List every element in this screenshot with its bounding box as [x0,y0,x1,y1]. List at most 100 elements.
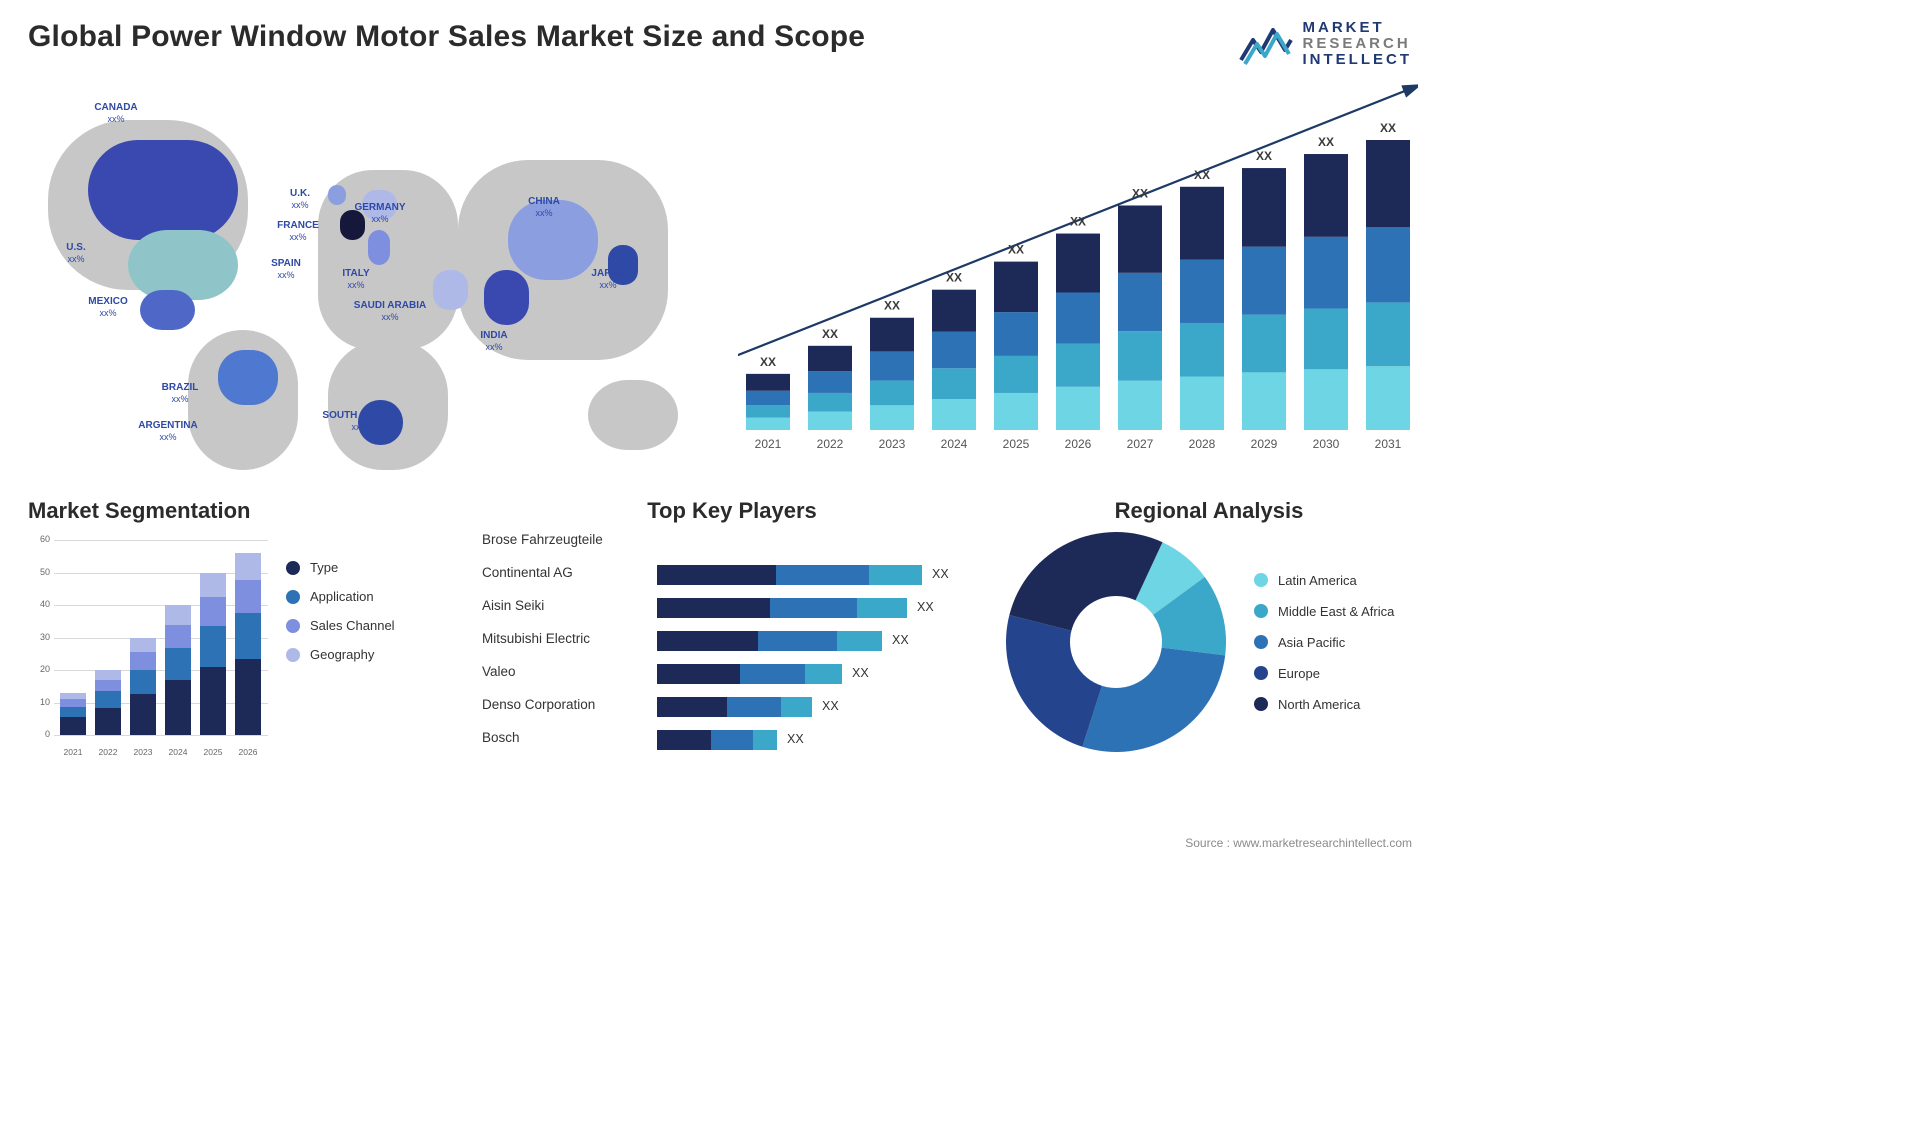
bar-segment [130,694,156,735]
player-name: Continental AG [482,565,652,580]
player-name: Aisin Seiki [482,598,652,613]
gridline [54,540,268,541]
bar-segment [657,664,740,684]
map-label: GERMANYxx% [354,202,405,225]
player-value-label: XX [787,732,804,746]
svg-text:2029: 2029 [1251,437,1278,451]
svg-text:2027: 2027 [1127,437,1154,451]
bar-segment [130,638,156,653]
bar-segment [130,652,156,670]
svg-text:2021: 2021 [755,437,782,451]
legend-label: North America [1278,697,1360,712]
map-label: MEXICOxx% [88,296,127,319]
svg-text:2025: 2025 [1003,437,1030,451]
bar-segment [200,667,226,735]
page-title: Global Power Window Motor Sales Market S… [28,20,865,54]
legend-label: Geography [310,647,374,662]
legend-item: Application [286,589,395,604]
legend-swatch [1254,573,1268,587]
svg-text:2028: 2028 [1189,437,1216,451]
svg-text:XX: XX [1256,149,1272,163]
player-name: Bosch [482,730,652,745]
legend-swatch [1254,635,1268,649]
bar-segment [165,680,191,735]
segmentation-body: 0102030405060202120222023202420252026 Ty… [28,532,458,757]
legend-swatch [1254,666,1268,680]
map-label: CANADAxx% [94,102,137,125]
legend-label: Asia Pacific [1278,635,1345,650]
legend-item: Asia Pacific [1254,635,1394,650]
player-value-label: XX [932,567,949,581]
regional-body: Latin AmericaMiddle East & AfricaAsia Pa… [1006,532,1412,752]
bar-segment [770,598,858,618]
players-title: Top Key Players [482,498,982,524]
segmentation-chart: 0102030405060202120222023202420252026 [28,532,268,757]
segmentation-panel: Market Segmentation 01020304050602021202… [28,498,458,762]
svg-text:XX: XX [1194,168,1210,182]
player-value-label: XX [917,600,934,614]
row-bottom: Market Segmentation 01020304050602021202… [28,498,1412,762]
map-label: U.S.xx% [66,242,85,265]
player-name: Brose Fahrzeugteile [482,532,652,547]
player-value-label: XX [852,666,869,680]
legend-item: Latin America [1254,573,1394,588]
y-tick-label: 10 [28,697,50,707]
legend-swatch [1254,604,1268,618]
map-label: U.K.xx% [290,188,310,211]
map-label: BRAZILxx% [162,382,199,405]
svg-text:XX: XX [1008,243,1024,257]
brand-line1: MARKET [1303,20,1413,36]
donut-hole [1070,596,1162,688]
legend-label: Type [310,560,338,575]
svg-text:XX: XX [760,355,776,369]
segmentation-legend: Type Application Sales Channel Geography [286,560,395,757]
bar-segment [60,707,86,718]
player-name: Mitsubishi Electric [482,631,652,646]
y-tick-label: 40 [28,599,50,609]
legend-item: Type [286,560,395,575]
players-panel: Top Key Players Brose Fahrzeugteile Conti… [482,498,982,762]
legend-swatch [286,561,300,575]
bar-segment [805,664,842,684]
bar-segment [95,708,121,735]
y-tick-label: 50 [28,567,50,577]
legend-label: Sales Channel [310,618,395,633]
player-name: Denso Corporation [482,697,652,712]
bar-segment [60,693,86,699]
legend-item: North America [1254,697,1394,712]
bar-segment [200,597,226,626]
bar-segment [657,697,727,717]
svg-text:XX: XX [1132,186,1148,200]
bar-segment [165,605,191,625]
regional-title: Regional Analysis [1006,498,1412,524]
svg-text:XX: XX [1070,215,1086,229]
map-label: INDIAxx% [480,330,507,353]
x-tick-label: 2024 [163,747,193,757]
bar-segment [60,699,86,707]
row-top: CANADAxx%U.S.xx%MEXICOxx%BRAZILxx%ARGENT… [28,80,1412,480]
bar-segment [657,730,711,750]
x-tick-label: 2026 [233,747,263,757]
bar-segment [781,697,812,717]
bar-segment [869,565,922,585]
bar-segment [727,697,781,717]
svg-text:XX: XX [1318,135,1334,149]
gridline [54,735,268,736]
y-tick-label: 60 [28,534,50,544]
world-map: CANADAxx%U.S.xx%MEXICOxx%BRAZILxx%ARGENT… [28,80,718,480]
bar-segment [657,565,776,585]
bar-segment [758,631,837,651]
bar-segment [235,659,261,735]
bar-segment [235,580,261,613]
bar-segment [711,730,753,750]
map-label: CHINAxx% [528,196,560,219]
bar-segment [95,691,121,707]
player-name: Valeo [482,664,652,679]
bar-segment [200,626,226,667]
legend-label: Latin America [1278,573,1357,588]
svg-text:2030: 2030 [1313,437,1340,451]
map-label: JAPANxx% [591,268,624,291]
legend-item: Europe [1254,666,1394,681]
bar-segment [776,565,869,585]
svg-text:2026: 2026 [1065,437,1092,451]
